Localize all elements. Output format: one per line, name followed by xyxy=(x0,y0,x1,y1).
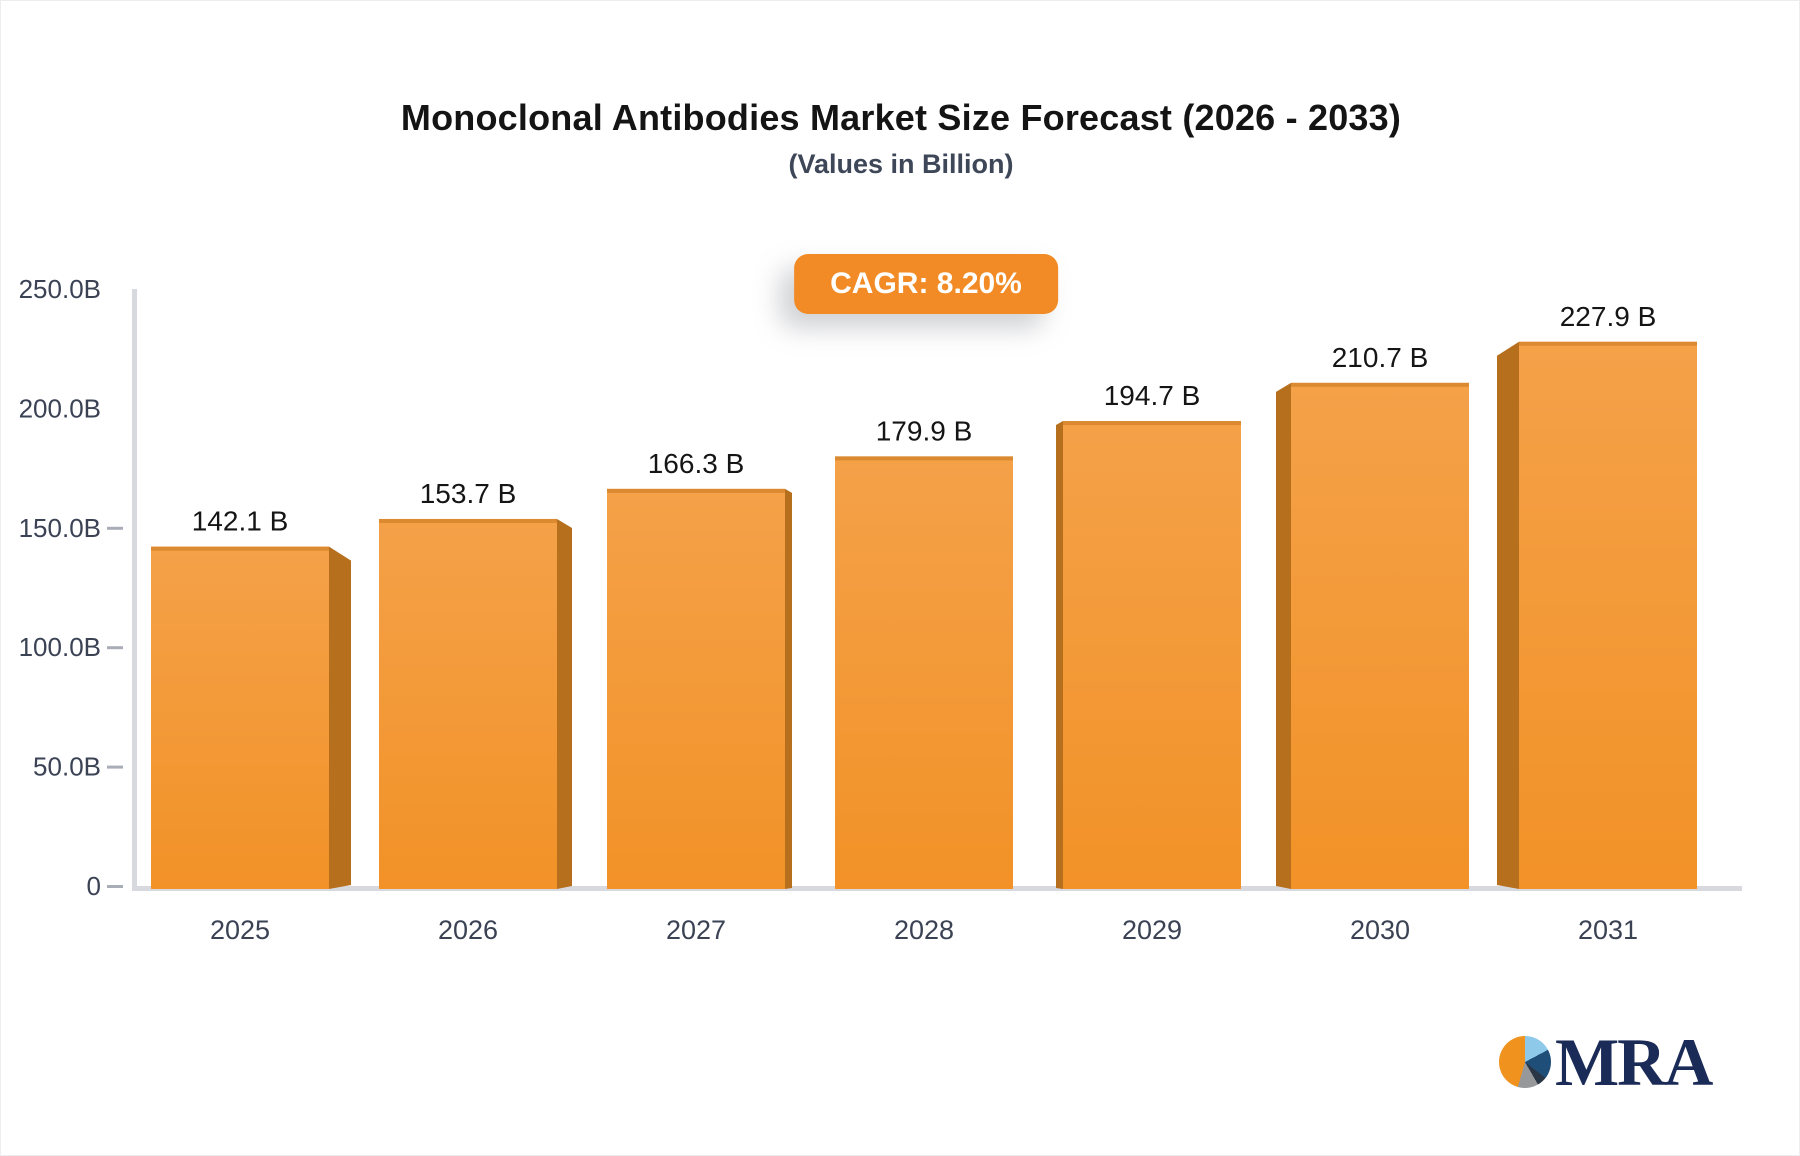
y-axis-label: 100.0B xyxy=(19,632,101,662)
bar-value-label: 142.1 B xyxy=(192,506,289,537)
bar-value-label: 179.9 B xyxy=(876,415,973,446)
bar-top-edge xyxy=(1291,382,1469,387)
bar-side-face xyxy=(329,546,351,889)
y-axis-label: 150.0B xyxy=(19,513,101,543)
bar-value-label: 153.7 B xyxy=(420,478,517,509)
bar-side-face xyxy=(785,488,792,889)
bar-top-edge xyxy=(1519,341,1697,346)
bar-front-face xyxy=(151,546,329,889)
y-axis-line xyxy=(132,289,137,891)
pie-chart-logo-icon xyxy=(1499,1036,1551,1088)
bar-2029: 194.7 B 2029 xyxy=(1056,380,1241,945)
bar-front-face xyxy=(379,518,557,889)
y-axis-tick xyxy=(107,885,123,888)
bar-front-face xyxy=(1291,382,1469,889)
bar-value-label: 194.7 B xyxy=(1104,380,1201,411)
bar-2030: 210.7 B 2030 xyxy=(1276,342,1469,945)
y-axis-label: 50.0B xyxy=(33,752,101,782)
bar-front-face xyxy=(1519,341,1697,890)
bar-side-face xyxy=(1056,421,1063,889)
x-axis-label: 2025 xyxy=(210,915,270,945)
bar-value-label: 210.7 B xyxy=(1332,342,1429,373)
page-subtitle: (Values in Billion) xyxy=(788,149,1014,179)
y-axis-tick xyxy=(107,646,123,650)
bar-2026: 153.7 B 2026 xyxy=(379,478,572,945)
bar-side-face xyxy=(1276,382,1291,889)
y-axis-tick xyxy=(107,765,123,769)
bar-top-edge xyxy=(151,546,329,551)
bar-value-label: 227.9 B xyxy=(1560,301,1657,332)
bar-top-edge xyxy=(607,488,785,493)
y-axis-label: 250.0B xyxy=(19,274,101,304)
bar-front-face xyxy=(835,456,1013,889)
x-axis-label: 2028 xyxy=(894,915,954,945)
x-axis-label: 2026 xyxy=(438,915,498,945)
y-axis-label: 0 xyxy=(87,871,101,901)
bar-top-edge xyxy=(1063,421,1241,426)
logo-text: MRA xyxy=(1555,1024,1713,1100)
x-axis-label: 2027 xyxy=(666,915,726,945)
bar-side-face xyxy=(557,518,572,889)
bar-2031: 227.9 B 2031 xyxy=(1497,301,1697,945)
bar-front-face xyxy=(607,488,785,889)
bar-front-face xyxy=(1063,421,1241,889)
cagr-badge: CAGR: 8.20% xyxy=(794,254,1058,314)
y-axis-label: 200.0B xyxy=(19,393,101,423)
x-axis-label: 2029 xyxy=(1122,915,1182,945)
x-axis-label: 2031 xyxy=(1578,915,1638,945)
bar-2028: 179.9 B 2028 xyxy=(835,415,1013,945)
mra-logo: MRA xyxy=(1499,1024,1713,1100)
bar-2027: 166.3 B 2027 xyxy=(607,448,792,945)
bar-side-face xyxy=(1497,341,1519,890)
bar-top-edge xyxy=(835,456,1013,461)
page-title: Monoclonal Antibodies Market Size Foreca… xyxy=(400,97,1402,138)
bar-value-label: 166.3 B xyxy=(648,448,745,479)
bar-top-edge xyxy=(379,518,557,523)
y-axis-tick xyxy=(107,526,123,530)
bar-2025: 142.1 B 2025 xyxy=(151,506,351,945)
x-axis-label: 2030 xyxy=(1350,915,1410,945)
